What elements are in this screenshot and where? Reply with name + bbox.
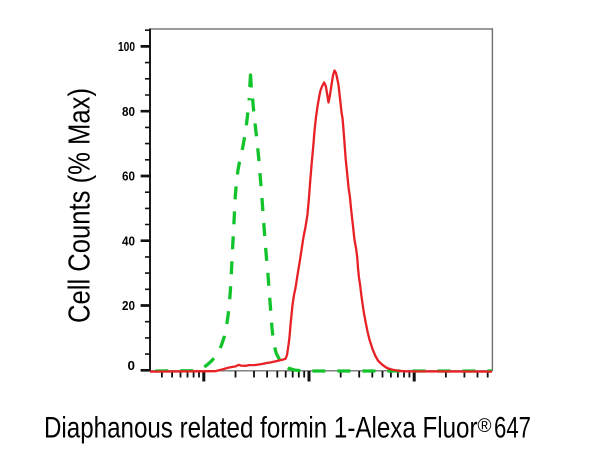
svg-text:80: 80 (122, 104, 135, 119)
svg-text:20: 20 (122, 298, 135, 313)
svg-text:0: 0 (128, 358, 136, 373)
svg-text:40: 40 (122, 233, 135, 248)
svg-text:Diaphanous related formin 1-Al: Diaphanous related formin 1-Alexa Fluor (44, 412, 478, 445)
svg-text:647: 647 (494, 412, 531, 445)
svg-text:60: 60 (122, 169, 135, 184)
svg-text:®: ® (478, 416, 492, 437)
svg-text:Cell Counts (% Max): Cell Counts (% Max) (62, 88, 97, 323)
svg-text:100: 100 (118, 39, 135, 54)
